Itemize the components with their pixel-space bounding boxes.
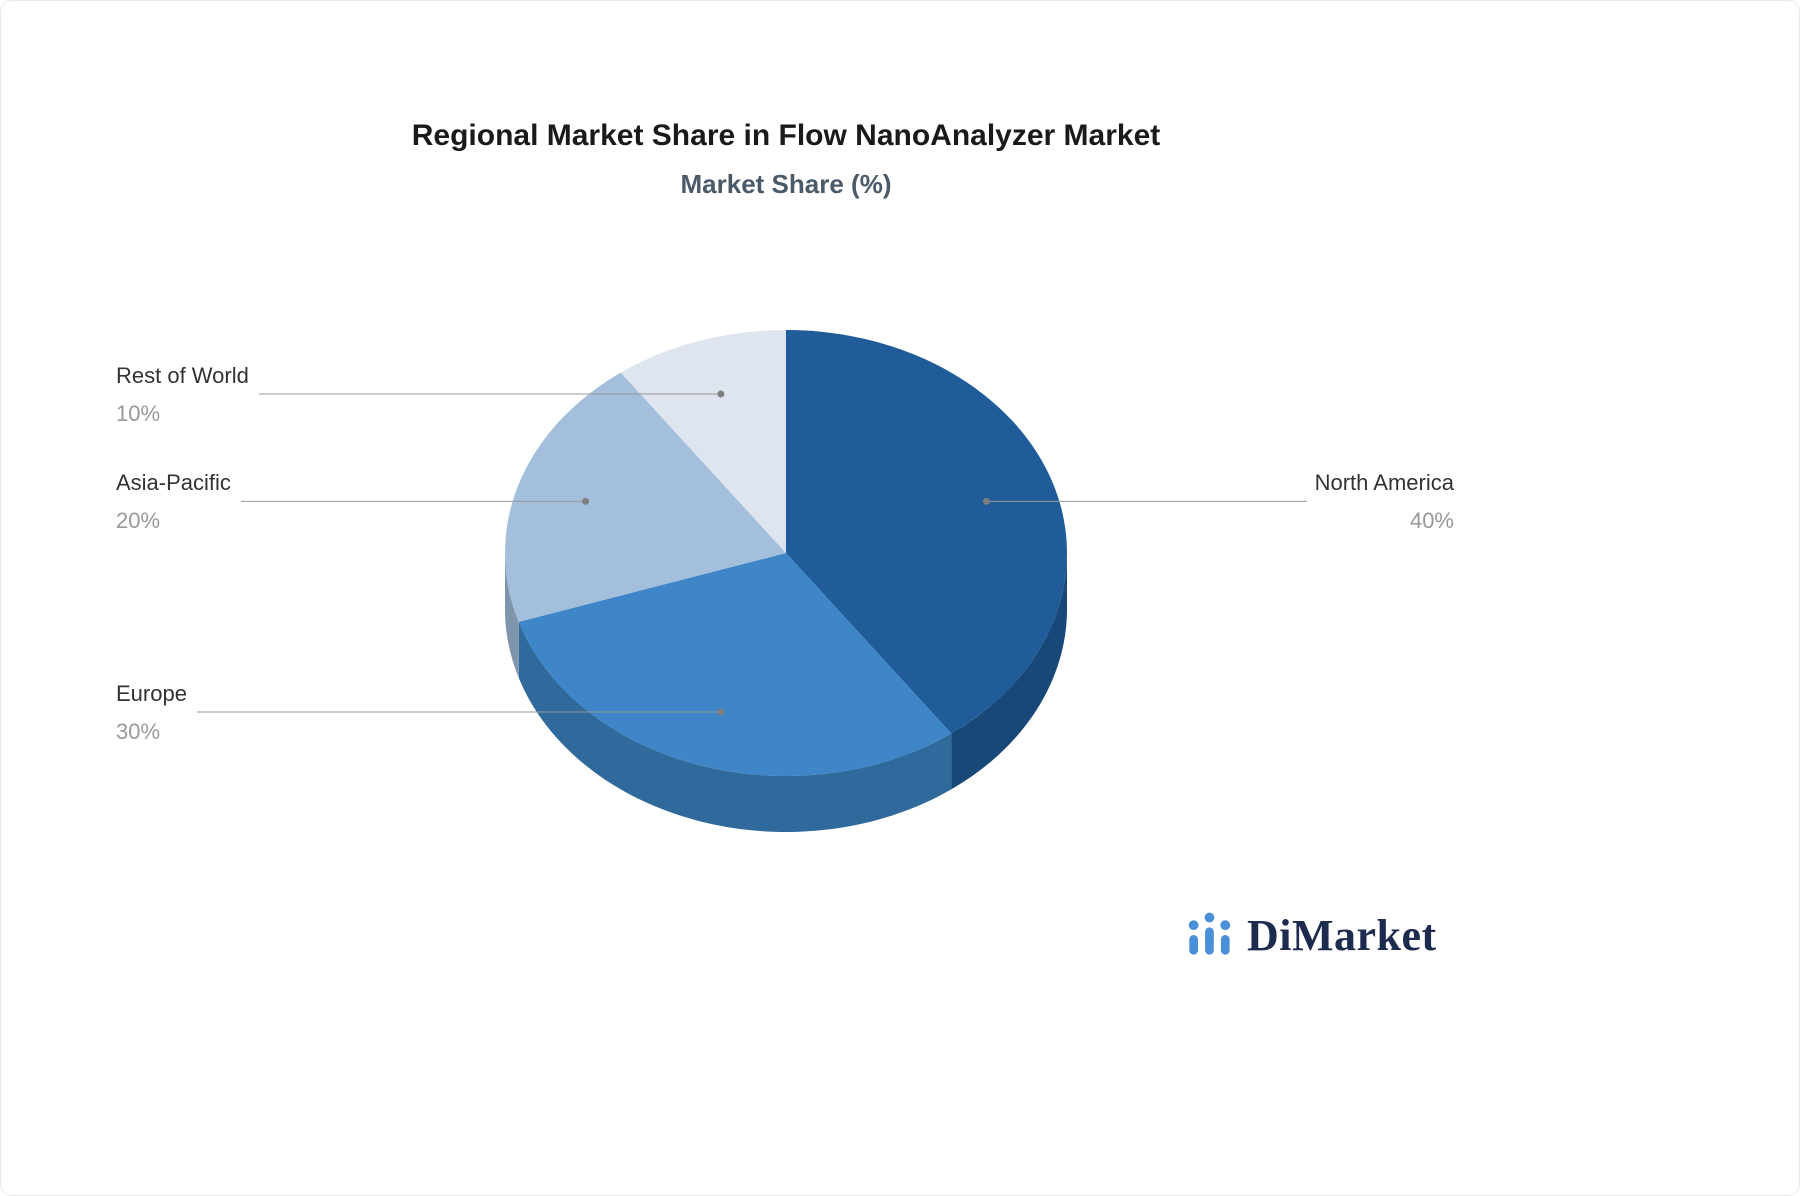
chart-subtitle: Market Share (%) (680, 169, 892, 199)
pie-label-dot-europe (717, 708, 725, 716)
pie-slice-asia-pacific[interactable] (504, 372, 786, 622)
pie-label-value-asia-pacific: 20% (116, 508, 161, 534)
pie-label-name-europe: Europe (116, 681, 187, 707)
pie-label-value-north-america: 40% (1409, 508, 1454, 534)
pie-slices (504, 329, 1068, 777)
pie-label-value-rest-of-world: 10% (116, 400, 161, 426)
pie-slice-rest-of-world[interactable] (620, 330, 786, 553)
pie-label-dot-north-america (982, 497, 990, 505)
pie-slice-north-america[interactable] (786, 329, 1068, 734)
pie-label-lines (197, 390, 1307, 716)
chart-title: Regional Market Share in Flow NanoAnalyz… (411, 119, 1161, 152)
pie-slice-side-north-america (951, 553, 1067, 790)
pie-label-name-asia-pacific: Asia-Pacific (116, 470, 231, 496)
pie-label-value-europe: 30% (116, 719, 161, 745)
pie-slice-side-europe (518, 621, 952, 833)
pie-label-name-north-america: North America (1314, 470, 1454, 496)
pie-3d-walls (505, 553, 1067, 833)
pie-label-dot-rest-of-world (717, 390, 725, 398)
pie-slice-side-asia-pacific (505, 553, 519, 678)
pie-slice-europe[interactable] (518, 553, 952, 777)
brand-logo: DiMarket (1186, 906, 1437, 964)
dimarket-bars-icon (1188, 912, 1231, 955)
pie-label-name-rest-of-world: Rest of World (116, 362, 249, 388)
brand-name: DiMarket (1247, 910, 1437, 960)
pie-label-dot-asia-pacific (582, 497, 590, 505)
